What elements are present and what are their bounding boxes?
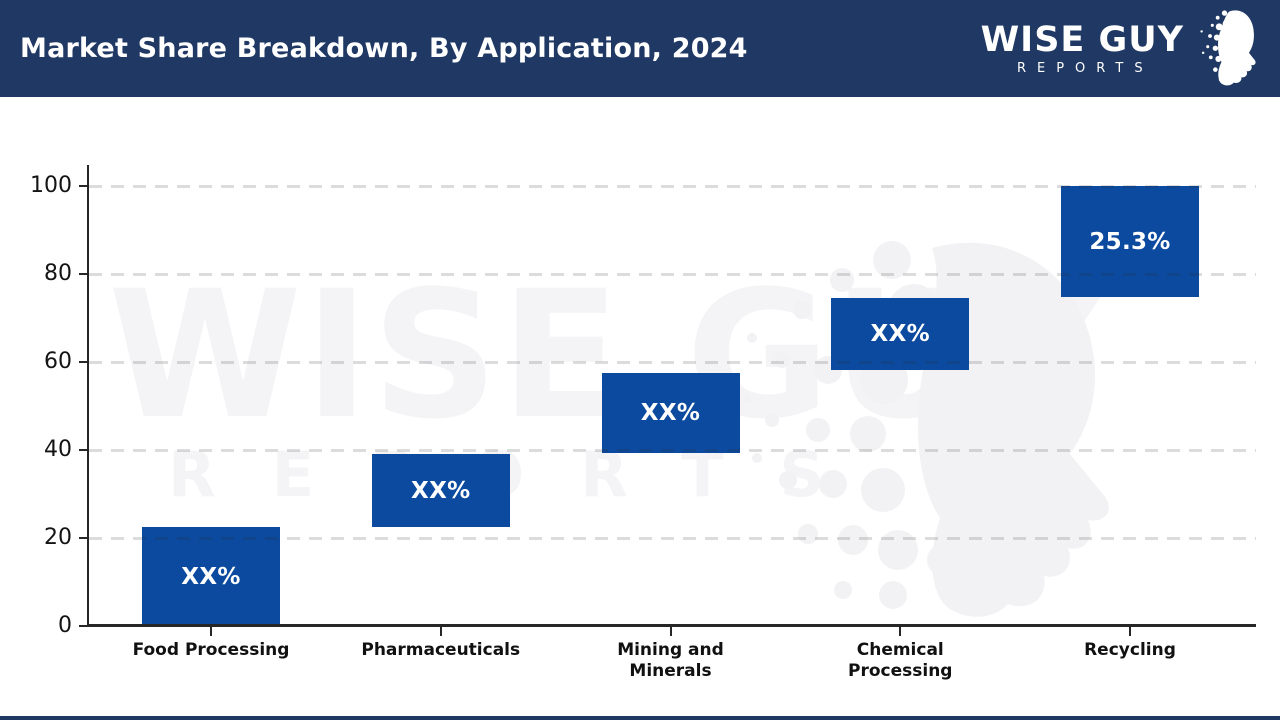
brand-head-icon xyxy=(1200,9,1256,85)
y-axis-tick xyxy=(79,361,88,363)
y-axis-line xyxy=(87,165,89,626)
bar-value-label: XX% xyxy=(181,563,241,590)
gridline-80 xyxy=(89,273,1256,276)
bar-recycling: 25.3% xyxy=(1061,186,1199,298)
brand-name: WISE GUY xyxy=(980,19,1184,60)
y-tick-label: 20 xyxy=(44,525,72,550)
gridline-40 xyxy=(89,449,1256,452)
bar-value-label: 25.3% xyxy=(1089,228,1171,255)
gridline-20 xyxy=(89,537,1256,540)
header-bar: Market Share Breakdown, By Application, … xyxy=(0,0,1280,97)
y-tick-label: 0 xyxy=(58,613,72,638)
y-axis-tick xyxy=(79,449,88,451)
y-tick-label: 80 xyxy=(44,261,72,286)
y-axis-tick xyxy=(79,625,88,627)
x-category-label: Food Processing xyxy=(132,640,290,660)
x-category-label: Chemical Processing xyxy=(848,640,953,681)
y-tick-label: 40 xyxy=(44,437,72,462)
y-tick-label: 60 xyxy=(44,349,72,374)
y-axis-tick xyxy=(79,185,88,187)
x-axis-tick xyxy=(439,627,442,636)
bar-food-processing: XX% xyxy=(142,527,280,626)
gridline-100 xyxy=(89,185,1256,188)
y-tick-label: 100 xyxy=(30,173,72,198)
brand-subname: REPORTS xyxy=(1016,60,1154,76)
bar-pharmaceuticals: XX% xyxy=(371,453,510,528)
y-axis-tick xyxy=(79,537,88,539)
bar-mining-and-minerals: XX% xyxy=(601,373,740,454)
brand-logo: WISE GUY REPORTS xyxy=(981,7,1262,91)
y-axis-tick xyxy=(79,273,88,275)
x-category-label: Recycling xyxy=(1084,640,1176,660)
gridline-60 xyxy=(89,361,1256,364)
x-category-label: Pharmaceuticals xyxy=(361,640,521,660)
chart-title: Market Share Breakdown, By Application, … xyxy=(20,33,748,64)
x-axis-tick xyxy=(899,627,902,636)
bar-value-label: XX% xyxy=(870,321,930,348)
bar-value-label: XX% xyxy=(411,477,471,504)
bar-value-label: XX% xyxy=(640,400,701,427)
x-axis-tick xyxy=(210,627,212,636)
x-axis-tick xyxy=(669,627,672,636)
brand-logo-text: WISE GUY REPORTS xyxy=(980,19,1184,76)
chart-plot-area: 0 20 40 60 80 100 XX% Food Processing XX% Pharmac… xyxy=(0,97,1280,716)
bar-chemical-processing: XX% xyxy=(831,298,970,370)
x-axis-tick xyxy=(1129,627,1131,636)
x-axis-line xyxy=(87,624,1256,627)
x-category-label: Mining and Minerals xyxy=(617,640,724,681)
footer-accent-bar xyxy=(0,716,1280,720)
